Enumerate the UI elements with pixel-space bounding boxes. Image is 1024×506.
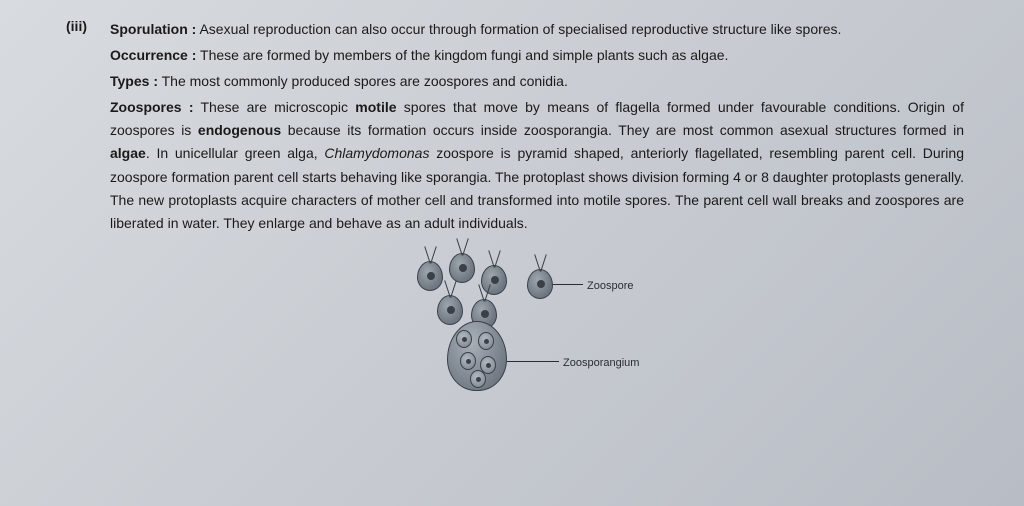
item-number: (iii) [66, 18, 87, 34]
zoospore-cell [417, 261, 443, 291]
sporulation-para: Sporulation : Asexual reproduction can a… [110, 18, 964, 41]
z-t4: . In unicellular green alga, [146, 145, 325, 161]
zoosporangium [447, 321, 507, 391]
z-bold3: algae [110, 145, 146, 161]
zoospore-cell [481, 265, 507, 295]
types-label: Types : [110, 73, 158, 89]
sporulation-text: Asexual reproduction can also occur thro… [196, 21, 841, 37]
zoospore-cell [437, 295, 463, 325]
zoospores-label: Zoospores : [110, 99, 193, 115]
z-t3: because its formation occurs inside zoos… [281, 122, 964, 138]
occurrence-label: Occurrence : [110, 47, 196, 63]
zoospores-para: Zoospores : These are microscopic motile… [110, 96, 964, 235]
zoospore-cell [449, 253, 475, 283]
occurrence-para: Occurrence : These are formed by members… [110, 44, 964, 67]
occurrence-text: These are formed by members of the kingd… [196, 47, 728, 63]
content-block: Sporulation : Asexual reproduction can a… [110, 18, 964, 393]
types-text: The most commonly produced spores are zo… [158, 73, 568, 89]
diagram-label-zoospore: Zoospore [587, 277, 633, 295]
sporulation-label: Sporulation : [110, 21, 196, 37]
z-bold2: endogenous [198, 122, 281, 138]
diagram: Zoospore Zoosporangium [387, 243, 687, 393]
leader-line [553, 284, 583, 285]
types-para: Types : The most commonly produced spore… [110, 70, 964, 93]
leader-line [507, 361, 559, 362]
z-t1: These are microscopic [193, 99, 355, 115]
diagram-label-sporangium: Zoosporangium [563, 354, 639, 372]
zoospore-cell [527, 269, 553, 299]
z-italic1: Chlamydomonas [324, 145, 429, 161]
z-bold1: motile [355, 99, 396, 115]
